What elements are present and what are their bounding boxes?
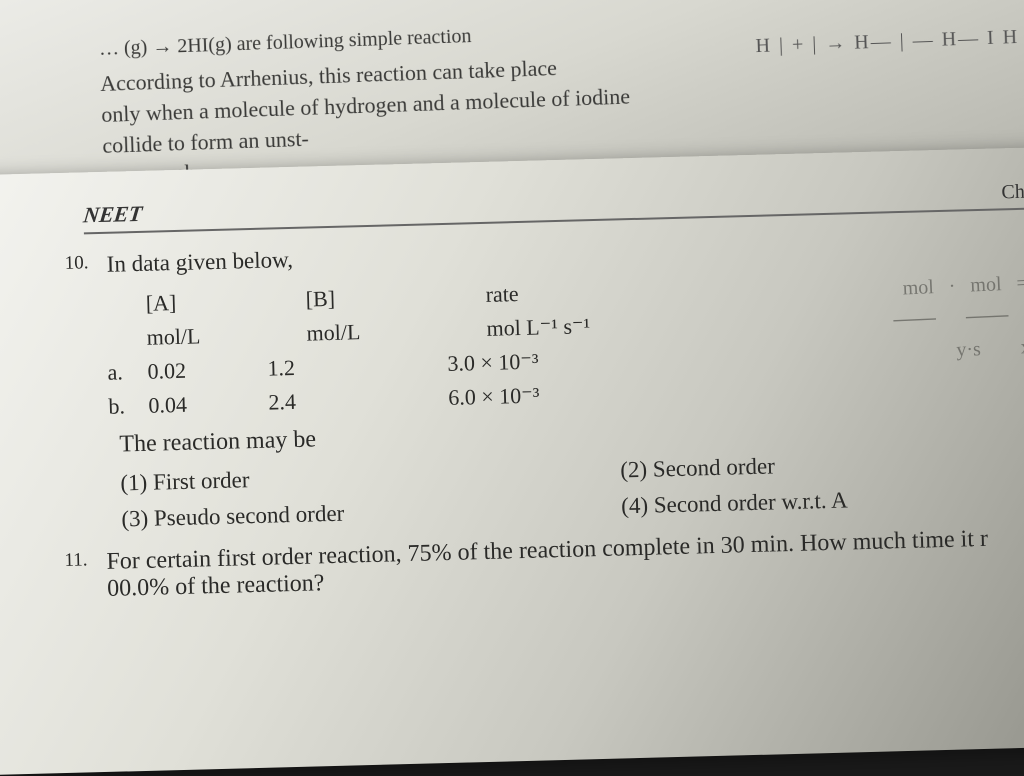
q10-stem: In data given below,: [106, 247, 293, 278]
page-header: NEET Chemical Kin: [83, 175, 1024, 234]
col-b-header: [B]: [305, 282, 486, 313]
exam-label: NEET: [82, 201, 144, 229]
q10-options: (1) First order (2) Second order (3) Pse…: [120, 444, 1024, 532]
chapter-label: Chemical Kin: [1001, 178, 1024, 204]
option-3: (3) Pseudo second order: [121, 493, 622, 532]
row-a-label: a.: [107, 359, 148, 386]
question-10: 10. In data given below, [A] [B] rate mo…: [64, 225, 1024, 533]
row-b-col1: 0.04: [148, 390, 269, 419]
row-a-col3: 3.0 × 10⁻³: [447, 345, 668, 377]
row-a-col2: 1.2: [267, 351, 448, 382]
q10-number: 10.: [64, 252, 93, 279]
row-b-col2: 2.4: [268, 385, 449, 416]
col-a-header: [A]: [145, 287, 306, 317]
option-1: (1) First order: [120, 457, 621, 496]
option-4: (4) Second order w.r.t. A: [621, 480, 1024, 519]
row-a-col1: 0.02: [147, 356, 268, 385]
col-rate-unit: mol L⁻¹ s⁻¹: [486, 310, 707, 342]
option-2: (2) Second order: [620, 444, 1024, 483]
col-a-unit: mol/L: [146, 321, 307, 351]
question-11: 11. For certain first order reaction, 75…: [64, 522, 1024, 604]
col-b-unit: mol/L: [306, 316, 487, 347]
handwritten-annotation: mol · mol = mol ─── ─── ─── y·s x: [892, 265, 1024, 369]
q11-number: 11.: [64, 549, 93, 604]
row-b-col3: 6.0 × 10⁻³: [448, 379, 669, 411]
row-b-label: b.: [108, 393, 149, 420]
current-page: NEET Chemical Kin 10. In data given belo…: [0, 144, 1024, 775]
col-rate-header: rate: [485, 276, 706, 308]
